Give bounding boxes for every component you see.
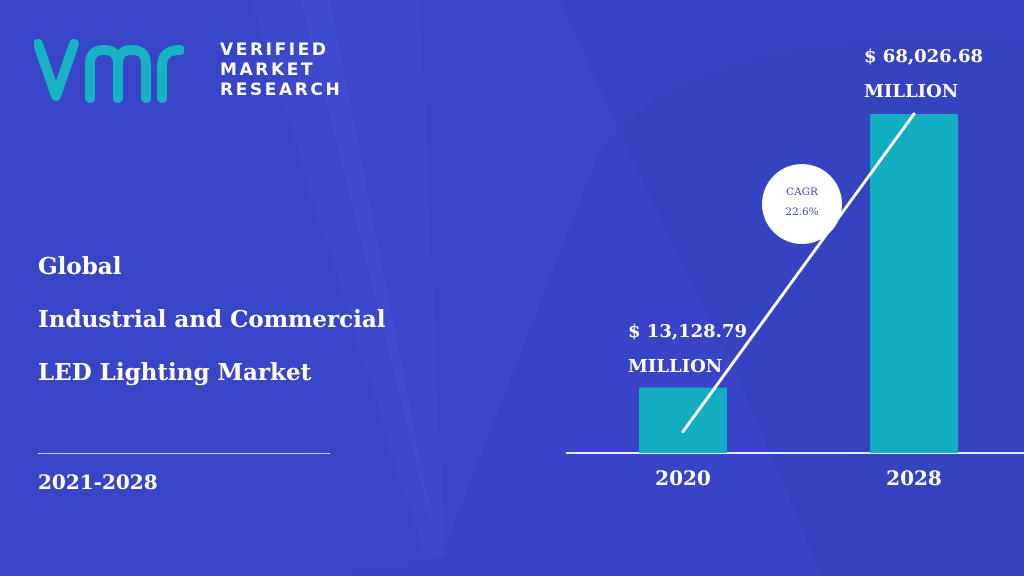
- bar-value-amount-2020: $ 13,128.79: [628, 320, 747, 342]
- cagr-value: 22.6%: [785, 206, 819, 218]
- logo-line-3: RESEARCH: [220, 80, 343, 100]
- bar-2028: [870, 114, 958, 453]
- cagr-trend-line: [681, 112, 916, 434]
- brand-logo: VERIFIED MARKET RESEARCH: [34, 38, 340, 108]
- logo-line-1: VERIFIED: [220, 40, 329, 60]
- title-line-2: Industrial and Commercial: [38, 306, 386, 333]
- bar-2020: [639, 387, 727, 453]
- logo-line-2: MARKET: [220, 60, 316, 80]
- bar-value-unit-2028: MILLION: [864, 81, 959, 102]
- forecast-period: 2021-2028: [38, 470, 158, 494]
- cagr-label: CAGR: [786, 186, 818, 198]
- title-line-1: Global: [38, 253, 122, 280]
- logo-wordmark: VERIFIED MARKET RESEARCH: [220, 40, 342, 100]
- bar-value-label-2020: $ 13,128.79 MILLION: [628, 314, 747, 384]
- bar-value-label-2028: $ 68,026.68 MILLION: [864, 39, 983, 109]
- title-line-3: LED Lighting Market: [38, 359, 312, 386]
- x-tick-label-2028: 2028: [886, 466, 942, 490]
- vmr-logo-icon: [34, 39, 184, 103]
- x-tick-label-2020: 2020: [655, 466, 711, 490]
- bar-value-amount-2028: $ 68,026.68: [864, 46, 983, 67]
- market-title: Global Industrial and Commercial LED Lig…: [38, 254, 386, 413]
- cagr-badge: CAGR 22.6%: [762, 164, 842, 244]
- bar-value-unit-2020: MILLION: [628, 355, 723, 377]
- title-divider: [38, 453, 330, 454]
